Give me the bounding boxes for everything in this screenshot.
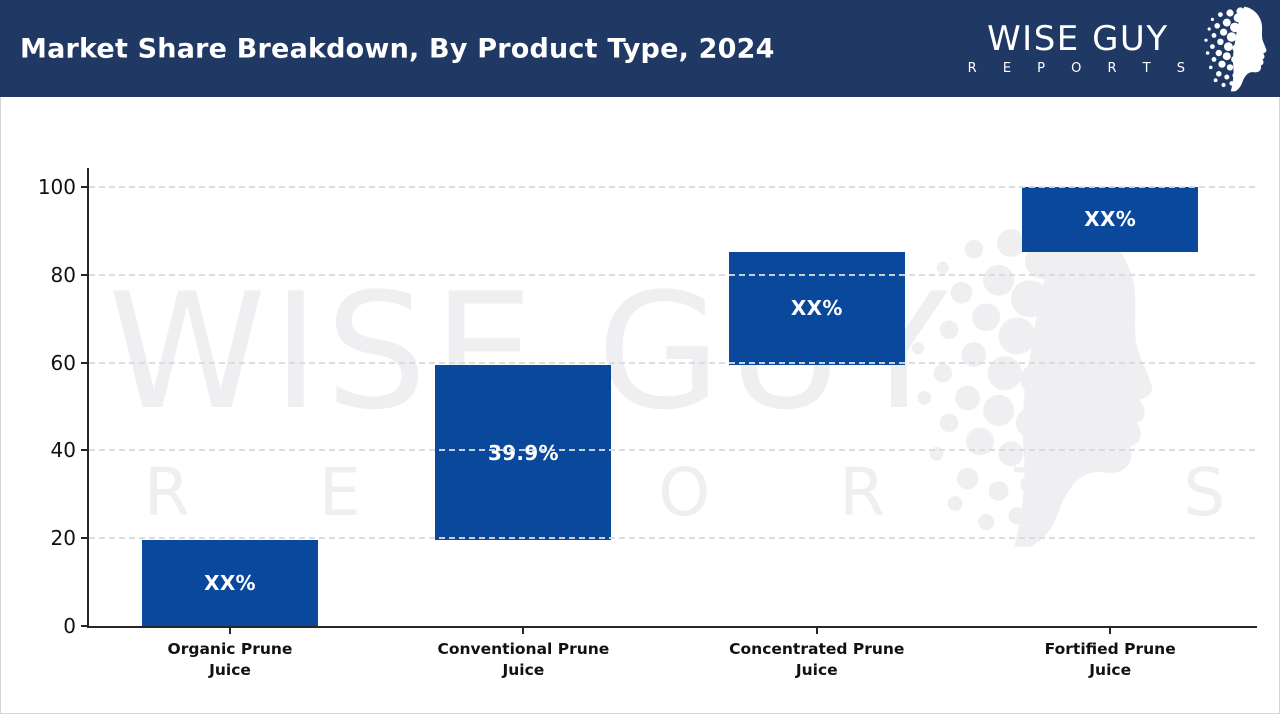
y-tick-label: 40: [50, 438, 76, 463]
x-tick-mark: [1109, 627, 1112, 634]
bar-value-label: XX%: [790, 296, 843, 321]
gridline: [89, 361, 1255, 364]
brand-wordmark: WISE GUY R E P O R T S: [960, 22, 1196, 76]
bar: 39.9%: [435, 365, 612, 541]
bar-value-label: XX%: [1084, 207, 1137, 232]
y-tick-label: 60: [50, 350, 76, 375]
bar: XX%: [1022, 187, 1199, 252]
y-axis-spine: [87, 168, 89, 628]
bar: XX%: [142, 540, 318, 626]
y-tick-label: 100: [37, 175, 76, 199]
y-tick-mark: [81, 625, 88, 627]
y-tick-mark: [81, 537, 88, 540]
y-tick-mark: [81, 361, 88, 364]
bar: XX%: [728, 251, 905, 366]
brand-face-icon: [1190, 5, 1270, 93]
header-bar: Market Share Breakdown, By Product Type,…: [0, 0, 1280, 97]
brand-name: WISE GUY: [987, 19, 1169, 59]
x-tick-label-line1: Organic Prune: [167, 640, 293, 658]
brand-logo: WISE GUY R E P O R T S: [960, 4, 1270, 94]
bar-value-label: 39.9%: [487, 440, 559, 465]
brand-subtitle: R E P O R T S: [967, 61, 1196, 76]
gridline: [89, 186, 1255, 188]
x-tick-label-line2: Juice: [1089, 660, 1132, 679]
y-tick-mark: [81, 449, 88, 452]
y-tick-mark: [81, 186, 88, 188]
watermark-line2: R E P O R T S: [144, 454, 1280, 531]
y-tick-label: 0: [63, 614, 76, 638]
x-tick-label-line2: Juice: [795, 660, 838, 679]
gridline: [89, 537, 1255, 540]
x-tick-label: Fortified Prune Juice: [990, 639, 1230, 681]
x-tick-label-line1: Concentrated Prune: [729, 640, 905, 658]
x-tick-label-line2: Juice: [502, 660, 545, 679]
gridline: [89, 449, 1255, 452]
y-tick-label: 20: [50, 526, 76, 551]
x-tick-mark: [229, 627, 231, 634]
page-title: Market Share Breakdown, By Product Type,…: [20, 33, 775, 64]
y-tick-mark: [81, 273, 88, 276]
x-axis-spine: [87, 626, 1257, 628]
bar-value-label: XX%: [204, 571, 256, 596]
x-tick-mark: [522, 627, 525, 634]
x-tick-label: Conventional Prune Juice: [403, 639, 643, 681]
y-tick-label: 80: [50, 262, 76, 287]
x-tick-label-line1: Fortified Prune: [1044, 640, 1176, 658]
gridline: [89, 273, 1255, 276]
watermark-text: WISE GUY R E P O R T S: [108, 258, 1280, 532]
watermark-line1: WISE GUY: [108, 258, 954, 445]
x-tick-label: Organic Prune Juice: [110, 639, 350, 681]
x-tick-mark: [815, 627, 818, 634]
x-tick-label: Concentrated Prune Juice: [697, 639, 937, 681]
x-tick-label-line2: Juice: [209, 660, 251, 679]
x-tick-label-line1: Conventional Prune: [437, 640, 610, 658]
